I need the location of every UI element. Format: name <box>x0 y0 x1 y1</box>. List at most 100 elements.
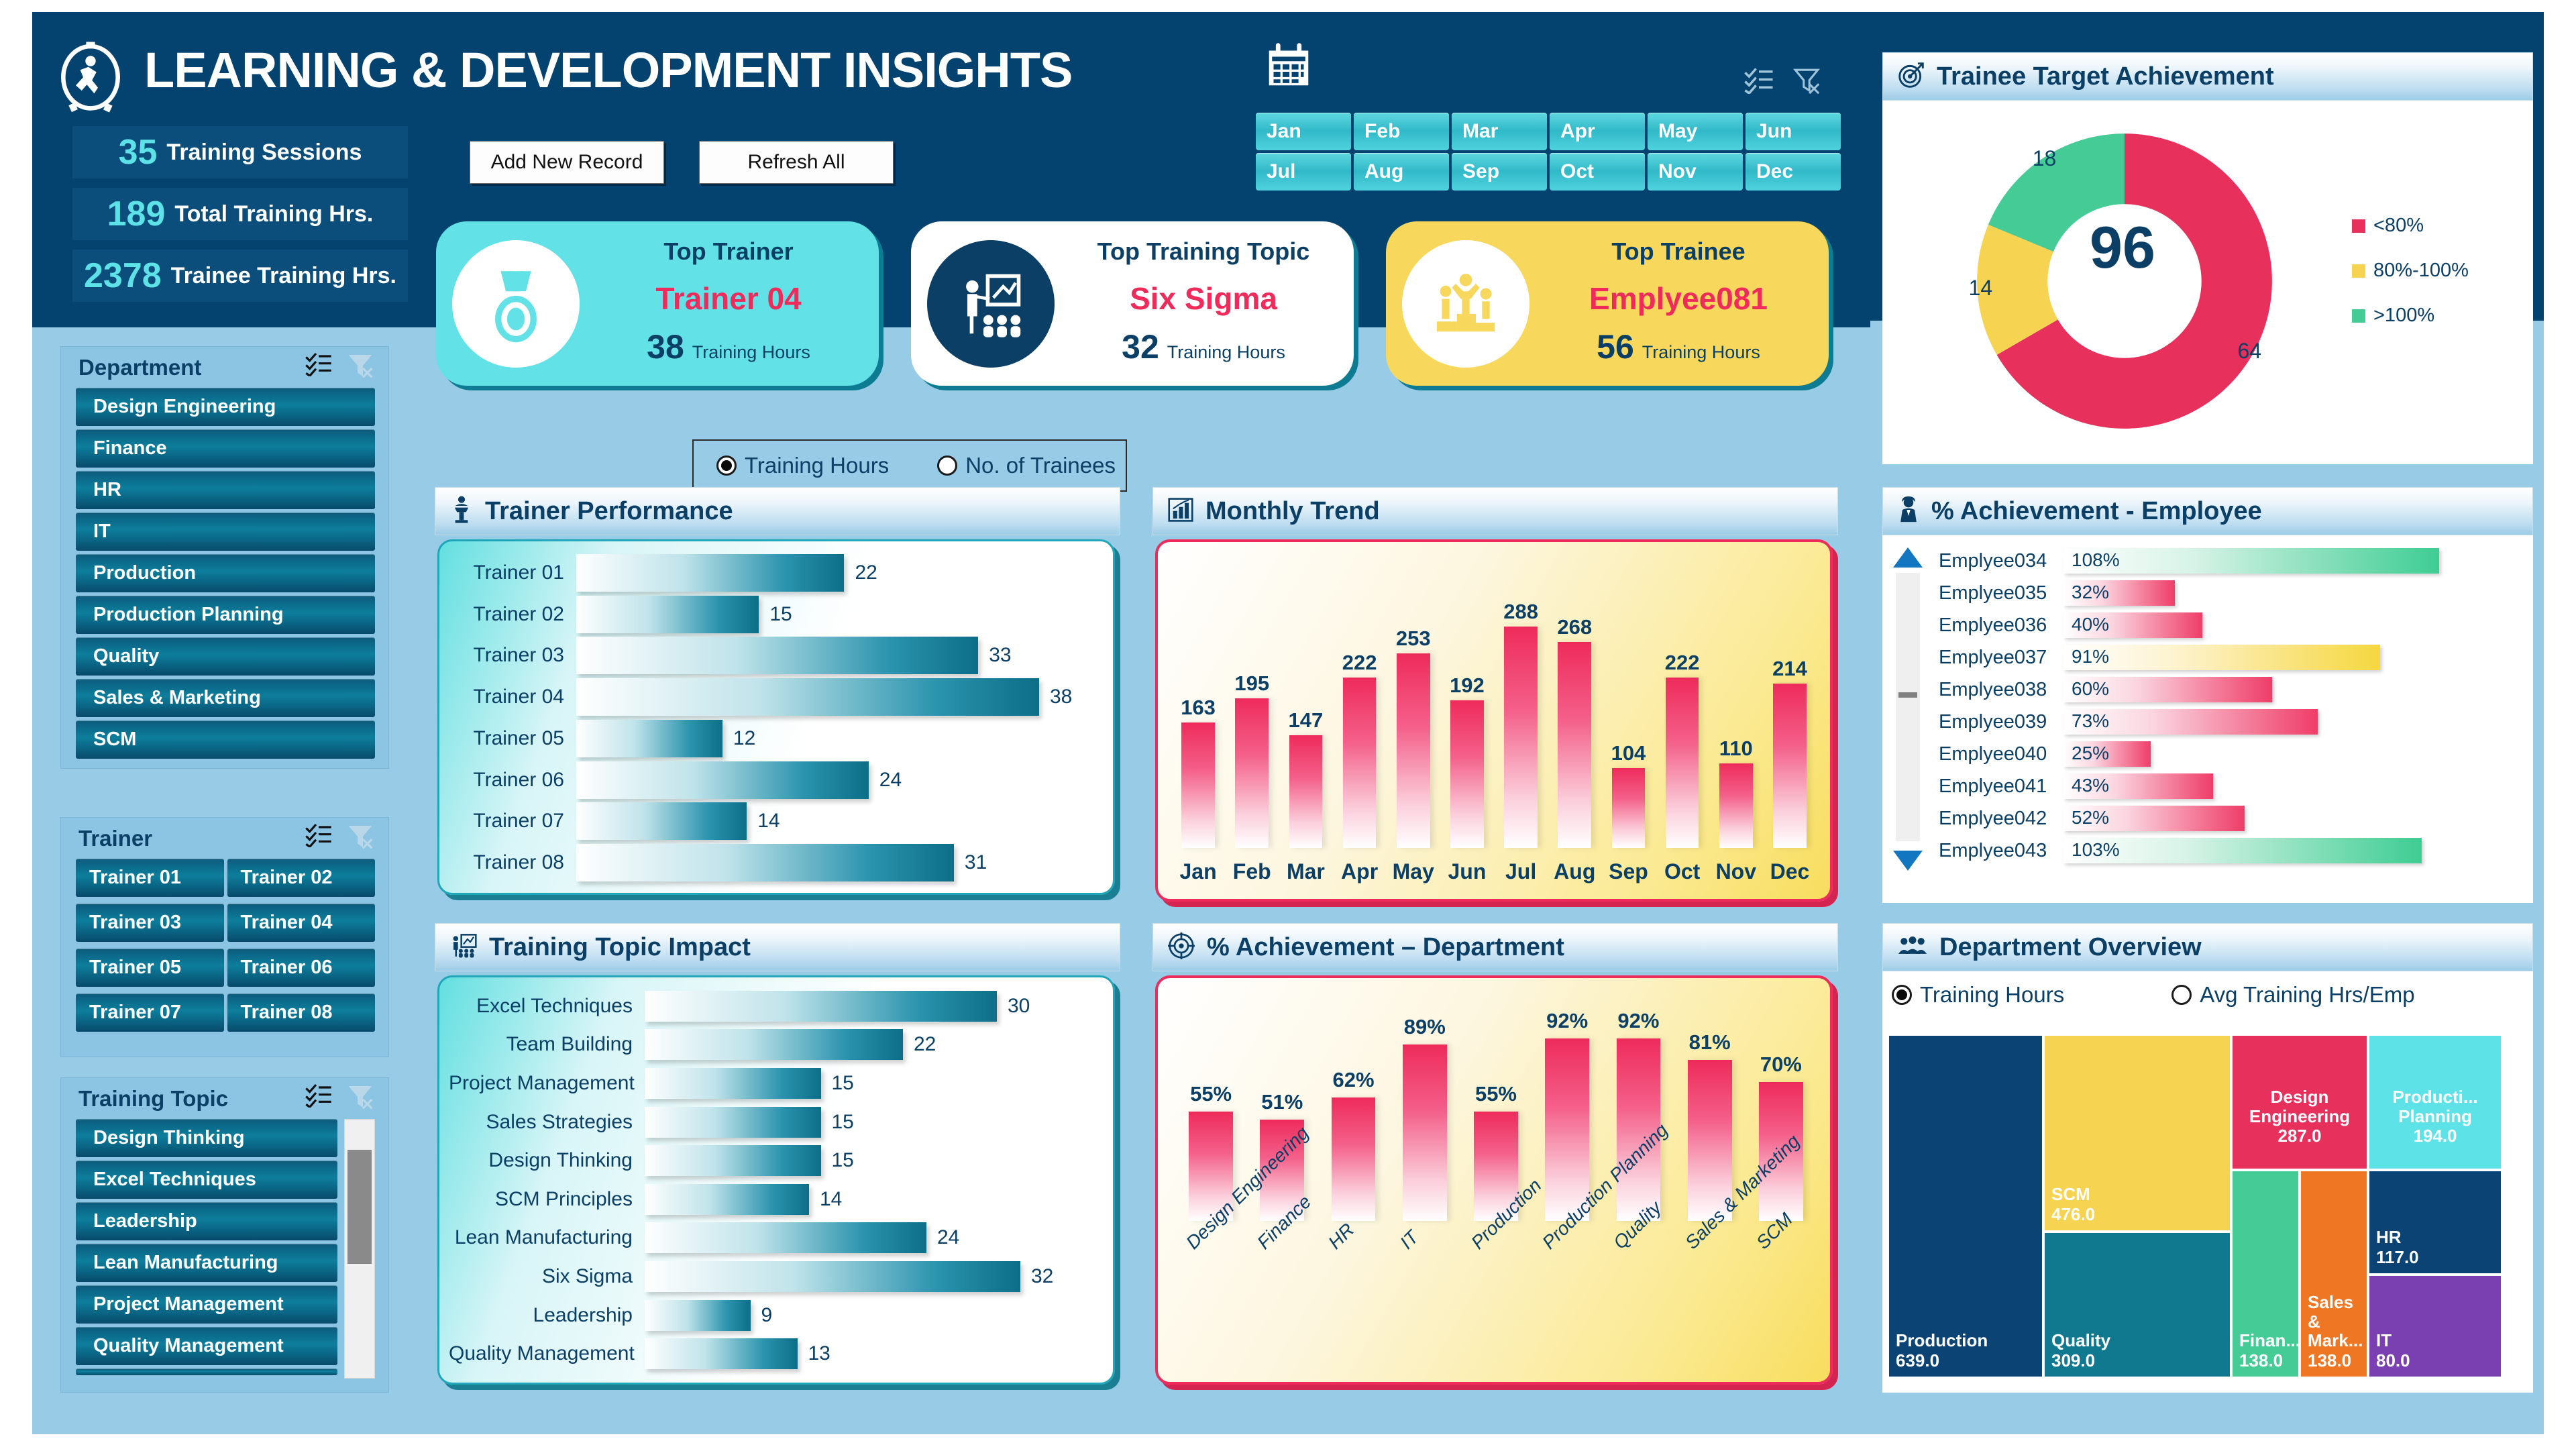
slicer-item-trainer-08[interactable]: Trainer 08 <box>227 994 375 1032</box>
bar[interactable] <box>576 595 759 633</box>
employee-row[interactable]: Emplyee039 73% <box>1939 708 2518 735</box>
bar-column[interactable]: 288 Jul <box>1494 559 1548 890</box>
bar-row[interactable]: SCM Principles 14 <box>449 1180 1104 1219</box>
slicer-item-trainer-03[interactable]: Trainer 03 <box>76 904 224 942</box>
employee-row[interactable]: Emplyee038 60% <box>1939 676 2518 703</box>
slicer-item-it[interactable]: IT <box>76 513 375 551</box>
radio-dept-avg-hours[interactable]: Avg Training Hrs/Emp <box>2171 982 2415 1008</box>
bar-column[interactable]: 55% <box>1175 996 1246 1221</box>
bar-column[interactable]: 110 Nov <box>1709 559 1763 890</box>
bar-row[interactable]: Quality Management 13 <box>449 1334 1104 1373</box>
treemap-tile[interactable]: Quality 309.0 <box>2045 1233 2230 1377</box>
treemap-tile[interactable]: HR 117.0 <box>2369 1171 2501 1273</box>
bar[interactable] <box>1260 1120 1305 1221</box>
bar-column[interactable]: 89% <box>1389 996 1460 1221</box>
treemap-tile[interactable]: Finan... 138.0 <box>2233 1171 2298 1377</box>
employee-row[interactable]: Emplyee034 108% <box>1939 547 2518 574</box>
bar[interactable] <box>576 637 979 675</box>
slicer-item-partial[interactable] <box>76 1368 337 1375</box>
month-jan[interactable]: Jan <box>1256 113 1351 150</box>
bar[interactable] <box>645 1067 821 1099</box>
bar-column[interactable]: 214 Dec <box>1763 559 1817 890</box>
clear-filter-icon[interactable] <box>347 352 374 382</box>
slicer-item-production-planning[interactable]: Production Planning <box>76 596 375 634</box>
bar[interactable] <box>1402 1044 1447 1221</box>
bar-column[interactable]: 163 Jan <box>1171 559 1225 890</box>
bar[interactable] <box>576 719 722 757</box>
bar[interactable] <box>645 1299 751 1331</box>
legend-item-80-100[interactable]: 80%-100% <box>2352 260 2469 282</box>
month-nov[interactable]: Nov <box>1648 153 1743 191</box>
employee-scrollbar[interactable] <box>1893 547 1923 876</box>
slicer-item-trainer-07[interactable]: Trainer 07 <box>76 994 224 1032</box>
bar-row[interactable]: Trainer 03 33 <box>449 635 1104 677</box>
month-sep[interactable]: Sep <box>1452 153 1547 191</box>
bar-row[interactable]: Trainer 06 24 <box>449 759 1104 801</box>
employee-bar[interactable] <box>2063 677 2273 702</box>
radio-dept-training-hours[interactable]: Training Hours <box>1892 982 2064 1008</box>
radio-training-hours[interactable]: Training Hours <box>716 453 889 478</box>
bar[interactable] <box>1719 763 1753 848</box>
bar-column[interactable]: 222 Oct <box>1656 559 1709 890</box>
treemap-tile[interactable]: Design Engineering 287.0 <box>2233 1036 2367 1169</box>
bar[interactable] <box>645 1106 821 1138</box>
bar-column[interactable]: 195 Feb <box>1225 559 1279 890</box>
legend-item-under-80[interactable]: <80% <box>2352 215 2469 237</box>
month-jul[interactable]: Jul <box>1256 153 1351 191</box>
employee-row[interactable]: Emplyee040 25% <box>1939 741 2518 767</box>
employee-row[interactable]: Emplyee037 91% <box>1939 644 2518 671</box>
bar-column[interactable]: 62% <box>1318 996 1389 1221</box>
employee-bar[interactable] <box>2063 741 2151 767</box>
bar[interactable] <box>1450 700 1484 848</box>
employee-row[interactable]: Emplyee043 103% <box>1939 837 2518 864</box>
bar[interactable] <box>1474 1112 1518 1221</box>
employee-row[interactable]: Emplyee042 52% <box>1939 805 2518 832</box>
bar[interactable] <box>645 1260 1020 1292</box>
employee-bar[interactable] <box>2063 838 2422 863</box>
slicer-item-trainer-02[interactable]: Trainer 02 <box>227 859 375 897</box>
slicer-item-hr[interactable]: HR <box>76 471 375 509</box>
bar[interactable] <box>1687 1060 1732 1221</box>
bar-row[interactable]: Six Sigma 32 <box>449 1257 1104 1296</box>
bar[interactable] <box>1616 1038 1661 1221</box>
clear-filter-icon[interactable] <box>347 823 374 853</box>
month-aug[interactable]: Aug <box>1354 153 1449 191</box>
slicer-item-leadership[interactable]: Leadership <box>76 1202 337 1240</box>
bar[interactable] <box>1773 683 1807 848</box>
bar-row[interactable]: Trainer 04 38 <box>449 676 1104 718</box>
bar[interactable] <box>1504 627 1538 848</box>
bar[interactable] <box>645 990 997 1022</box>
scroll-up-arrow-icon[interactable] <box>1893 547 1923 568</box>
bar-row[interactable]: Trainer 07 14 <box>449 801 1104 843</box>
scrollbar-thumb[interactable] <box>1898 692 1917 698</box>
employee-bar[interactable] <box>2063 612 2203 638</box>
bar[interactable] <box>645 1338 798 1370</box>
bar-row[interactable]: Design Thinking 15 <box>449 1141 1104 1180</box>
bar-column[interactable]: 92% <box>1532 996 1603 1221</box>
bar-row[interactable]: Leadership 9 <box>449 1296 1104 1335</box>
slicer-item-trainer-06[interactable]: Trainer 06 <box>227 949 375 987</box>
multi-select-icon[interactable] <box>305 352 332 382</box>
bar-column[interactable]: 92% <box>1603 996 1674 1221</box>
slicer-item-quality[interactable]: Quality <box>76 637 375 676</box>
multi-select-icon[interactable] <box>305 1083 332 1114</box>
bar[interactable] <box>1331 1097 1376 1221</box>
bar[interactable] <box>1289 735 1323 848</box>
bar[interactable] <box>576 678 1039 716</box>
donut-slice[interactable] <box>1988 133 2125 252</box>
month-mar[interactable]: Mar <box>1452 113 1547 150</box>
multi-select-icon[interactable] <box>1744 67 1774 99</box>
bar[interactable] <box>1545 1038 1590 1221</box>
bar[interactable] <box>576 844 954 882</box>
bar-column[interactable]: 55% <box>1460 996 1532 1221</box>
employee-bar[interactable] <box>2063 645 2380 670</box>
bar[interactable] <box>1665 677 1699 848</box>
slicer-item-production[interactable]: Production <box>76 554 375 592</box>
month-slicer[interactable]: Jan Feb Mar Apr May Jun Jul Aug Sep Oct … <box>1256 113 1841 191</box>
bar-column[interactable]: 192 Jun <box>1440 559 1494 890</box>
dept-overview-toggle-group[interactable]: Training Hours Avg Training Hrs/Emp <box>1892 982 2415 1008</box>
bar-column[interactable]: 222 Apr <box>1333 559 1387 890</box>
slicer-item-scm[interactable]: SCM <box>76 720 375 759</box>
radio-no-of-trainees[interactable]: No. of Trainees <box>937 453 1116 478</box>
treemap-tile[interactable]: Production 639.0 <box>1889 1036 2042 1377</box>
